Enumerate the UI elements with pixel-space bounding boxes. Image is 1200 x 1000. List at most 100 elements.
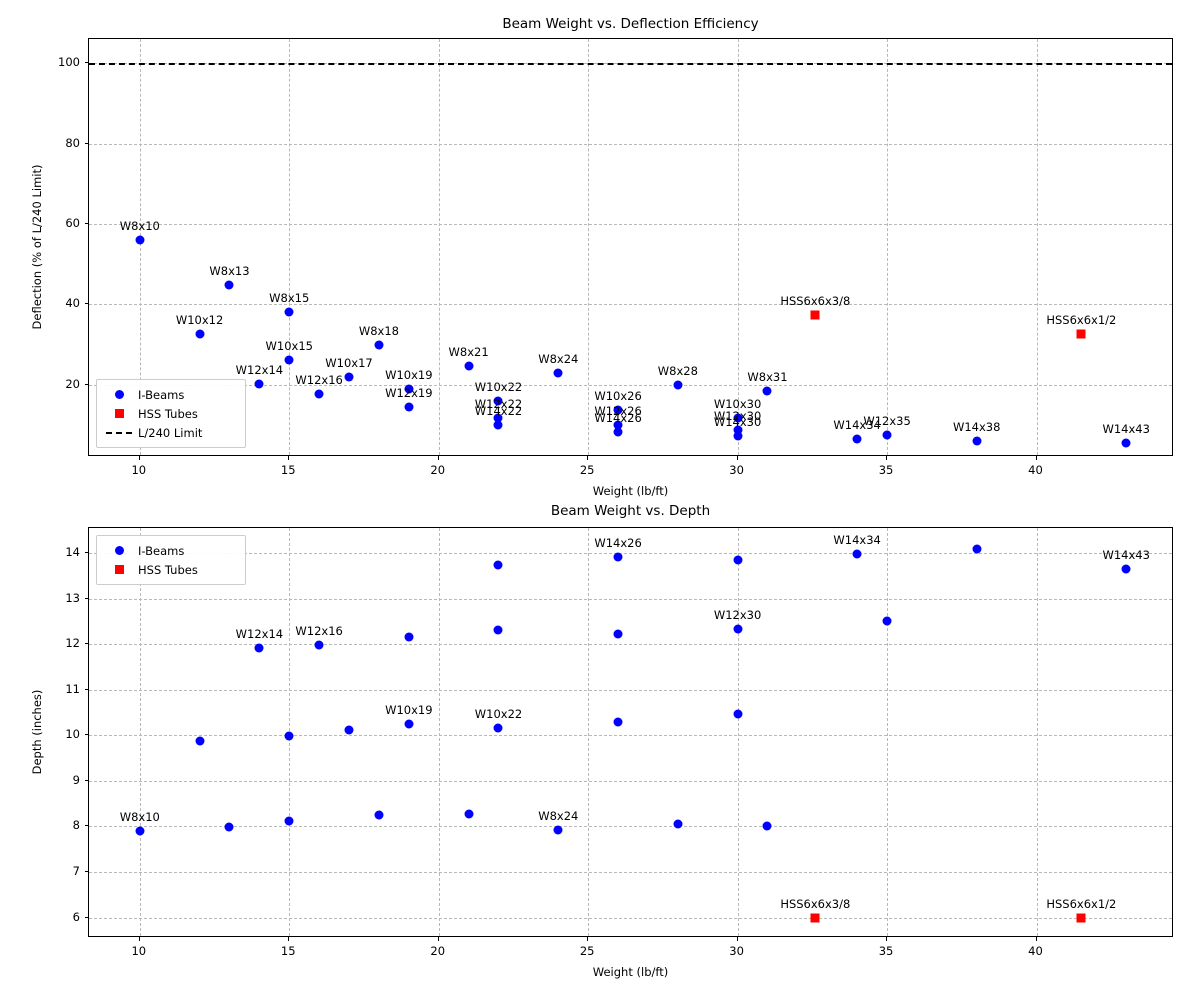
- x-tick-label: 20: [430, 944, 446, 958]
- x-axis-label-depth: Weight (lb/ft): [592, 965, 669, 979]
- data-point-label: W12x16: [295, 623, 343, 638]
- data-point-circle: [733, 624, 743, 634]
- data-point-circle: [613, 629, 623, 639]
- tick-mark-y: [84, 383, 88, 385]
- legend-glyph: [104, 409, 134, 418]
- x-tick-label: 10: [131, 944, 147, 958]
- gridline-vertical: [139, 528, 141, 936]
- legend-entry: HSS Tubes: [104, 404, 237, 423]
- data-point-label: W10x19: [385, 367, 433, 382]
- data-point-label: W14x43: [1102, 421, 1150, 436]
- gridline-vertical: [139, 39, 141, 455]
- circle-marker-icon: [114, 390, 124, 399]
- data-point-label: W14x38: [952, 419, 1001, 434]
- data-point-circle: [195, 736, 205, 746]
- gridline-horizontal: [89, 223, 1172, 225]
- data-point-square: [1076, 329, 1086, 339]
- data-point-label: W10x17: [325, 355, 373, 370]
- data-point-circle: [284, 307, 294, 317]
- tick-mark-y: [84, 303, 88, 305]
- plot-area-deflection: W8x10 W8x13 W8x15 W8x18 W8x21 W8x24 W8x28 W8x31…: [88, 38, 1173, 456]
- limit-line-l240: [89, 63, 1172, 66]
- x-tick-label: 35: [878, 944, 894, 958]
- data-point-square: [1076, 913, 1086, 922]
- data-point-circle: [972, 544, 982, 553]
- data-point-circle: [733, 709, 743, 719]
- plot-area-depth: W8x10 W8x24 W10x19 W10x22 W12x14 W12x16 W12x30…: [88, 527, 1173, 937]
- tick-mark-x: [886, 937, 888, 941]
- gridline-horizontal: [89, 917, 1172, 919]
- x-tick-label: 30: [729, 463, 744, 477]
- tick-mark-y: [84, 62, 88, 64]
- x-tick-label: 35: [878, 463, 894, 477]
- y-tick-label: 9: [72, 772, 80, 787]
- data-point-circle: [284, 816, 294, 826]
- gridline-vertical: [588, 39, 590, 455]
- data-point-circle: [404, 384, 414, 394]
- gridline-vertical: [438, 39, 440, 455]
- data-point-circle: [224, 822, 234, 832]
- gridline-vertical: [737, 39, 739, 455]
- data-point-circle: [613, 427, 623, 437]
- tick-mark-y: [84, 643, 88, 645]
- data-point-circle: [195, 329, 205, 339]
- legend-glyph: [104, 431, 134, 434]
- gridline-vertical: [887, 39, 889, 455]
- data-point-circle: [553, 825, 563, 835]
- tick-mark-x: [138, 456, 140, 460]
- y-axis-label-deflection: Deflection (% of L/240 Limit): [30, 164, 44, 330]
- data-point-circle: [374, 810, 384, 820]
- data-point-circle: [493, 560, 503, 570]
- tick-mark-x: [437, 937, 439, 941]
- legend-label: I-Beams: [138, 543, 185, 558]
- gridline-horizontal: [89, 143, 1172, 145]
- data-point-label: W12x14: [235, 363, 284, 378]
- data-point-circle: [493, 625, 503, 635]
- data-point-label: W14x26: [594, 536, 642, 551]
- gridline-vertical: [289, 39, 291, 455]
- gridline-vertical: [887, 528, 889, 936]
- data-point-circle: [493, 420, 503, 430]
- data-point-circle: [135, 235, 145, 245]
- y-tick-label: 80: [65, 135, 80, 150]
- legend-deflection: I-Beams HSS Tubes L/240 Limit: [96, 379, 246, 448]
- x-tick-label: 40: [1028, 944, 1043, 958]
- legend-glyph: [104, 390, 134, 399]
- data-point-circle: [852, 434, 862, 443]
- tick-mark-x: [437, 456, 439, 460]
- gridline-horizontal: [89, 553, 1172, 555]
- x-tick-label: 15: [280, 463, 296, 477]
- data-point-label: HSS6x6x3/8: [780, 896, 851, 911]
- x-tick-label: 25: [579, 463, 595, 477]
- data-point-label: HSS6x6x3/8: [780, 294, 851, 309]
- gridline-horizontal: [89, 780, 1172, 782]
- gridline-vertical: [1036, 528, 1038, 936]
- data-point-circle: [613, 552, 623, 562]
- legend-entry: I-Beams: [104, 541, 237, 560]
- square-marker-icon: [114, 565, 124, 574]
- y-tick-label: 60: [65, 215, 80, 230]
- y-tick-label: 11: [65, 681, 80, 696]
- data-point-circle: [464, 361, 474, 371]
- data-point-circle: [1121, 564, 1131, 574]
- data-point-label: W8x24: [538, 808, 579, 823]
- tick-mark-x: [886, 456, 888, 460]
- data-point-circle: [344, 372, 354, 382]
- data-point-label: W10x26: [594, 389, 642, 404]
- y-axis-label-depth: Depth (inches): [30, 689, 44, 775]
- data-point-label: W10x12: [175, 312, 224, 327]
- tick-mark-x: [288, 456, 290, 460]
- data-point-circle: [314, 640, 324, 650]
- data-point-circle: [1121, 438, 1131, 448]
- legend-entry: HSS Tubes: [104, 560, 237, 579]
- gridline-horizontal: [89, 826, 1172, 828]
- data-point-circle: [135, 826, 145, 836]
- x-axis-label-deflection: Weight (lb/ft): [592, 484, 669, 498]
- data-point-circle: [613, 420, 623, 430]
- data-point-circle: [284, 355, 294, 365]
- y-tick-label: 8: [72, 818, 80, 833]
- gridline-horizontal: [89, 304, 1172, 306]
- data-point-label: W14x34: [833, 532, 881, 547]
- tick-mark-y: [84, 870, 88, 872]
- gridline-vertical: [1036, 39, 1038, 455]
